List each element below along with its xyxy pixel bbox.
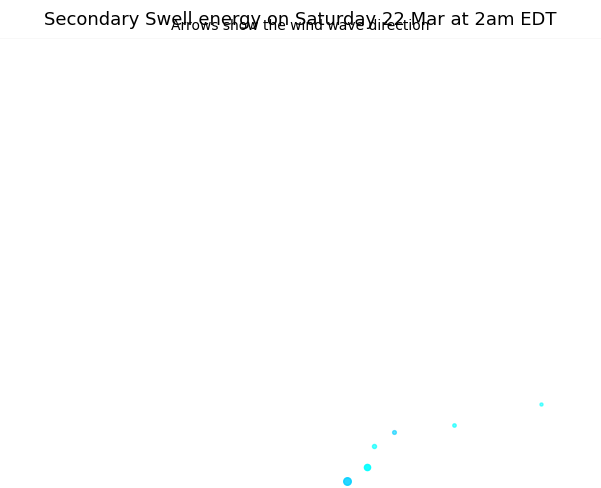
Text: Arrows show the wind wave direction: Arrows show the wind wave direction (171, 19, 430, 33)
Text: Secondary Swell energy on Saturday 22 Mar at 2am EDT: Secondary Swell energy on Saturday 22 Ma… (44, 11, 557, 29)
